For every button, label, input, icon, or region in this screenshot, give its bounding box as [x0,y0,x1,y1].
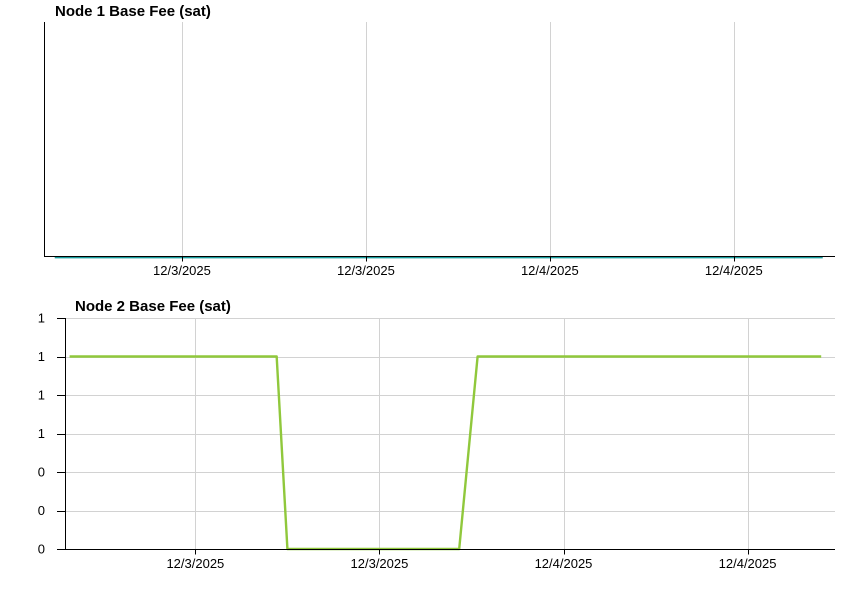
x-tick-label: 12/4/2025 [719,556,777,571]
node2-chart-title: Node 2 Base Fee (sat) [75,298,231,315]
y-tick-label: 1 [38,311,45,326]
y-tick-label: 0 [38,465,45,480]
y-tick-label: 0 [38,542,45,557]
x-tick-label: 12/3/2025 [337,263,395,278]
x-tick-label: 12/4/2025 [535,556,593,571]
y-tick-label: 1 [38,388,45,403]
y-tick-label: 1 [38,349,45,364]
y-tick-label: 0 [38,503,45,518]
x-tick-label: 12/3/2025 [166,556,224,571]
x-tick-label: 12/4/2025 [705,263,763,278]
x-tick-label: 12/3/2025 [153,263,211,278]
x-tick-label: 12/4/2025 [521,263,579,278]
node1-base-fee-axis-line [44,22,835,257]
node2-base-fee-axis-line [65,318,835,550]
node1-chart-title: Node 1 Base Fee (sat) [55,3,211,20]
node2-base-fee-series-line [69,355,822,551]
x-tick-label: 12/3/2025 [351,556,409,571]
y-tick-label: 1 [38,426,45,441]
